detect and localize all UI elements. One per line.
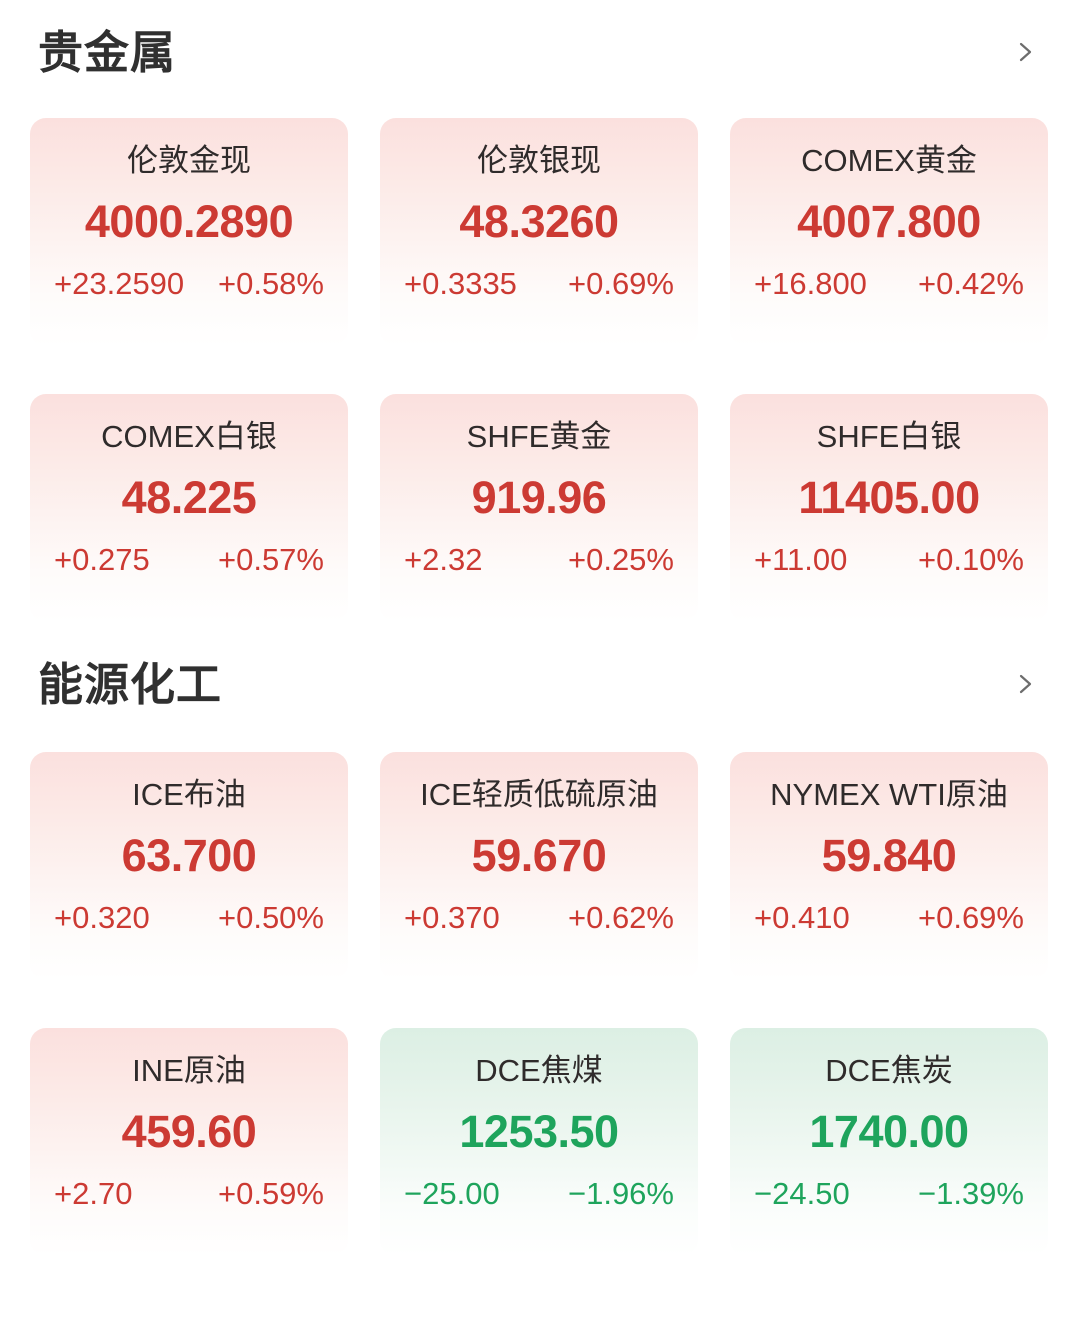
quote-card-deltas: −25.00 −1.96% — [402, 1177, 676, 1211]
quote-card-price: 48.225 — [121, 472, 257, 524]
quote-card-deltas: +11.00 +0.10% — [752, 543, 1026, 577]
quote-card-row: 伦敦金现 4000.2890 +23.2590 +0.58% 伦敦银现 48.3… — [0, 118, 1080, 346]
quote-card-price: 59.840 — [821, 830, 957, 882]
quote-card-price: 459.60 — [121, 1106, 257, 1158]
quote-card[interactable]: SHFE白银 11405.00 +11.00 +0.10% — [730, 394, 1048, 622]
quote-card-price: 1740.00 — [809, 1106, 969, 1158]
quote-card-name: DCE焦炭 — [825, 1053, 953, 1088]
quote-card-change: −25.00 — [404, 1176, 500, 1212]
quote-card-percent: −1.96% — [567, 1176, 674, 1212]
section-energy-chemicals: 能源化工 ICE布油 63.700 +0.320 +0.50% ICE轻质低硫原… — [0, 644, 1080, 1256]
quote-card-deltas: +0.320 +0.50% — [52, 901, 326, 935]
quote-card-name: SHFE白银 — [816, 419, 962, 454]
quote-card-percent: +0.25% — [567, 542, 674, 578]
quote-card-percent: +0.50% — [217, 900, 324, 936]
quote-card-row: COMEX白银 48.225 +0.275 +0.57% SHFE黄金 919.… — [0, 394, 1080, 622]
quote-card-row: ICE布油 63.700 +0.320 +0.50% ICE轻质低硫原油 59.… — [0, 752, 1080, 980]
quote-card-change: +2.70 — [54, 1176, 133, 1212]
quote-card[interactable]: NYMEX WTI原油 59.840 +0.410 +0.69% — [730, 752, 1048, 980]
quote-card[interactable]: COMEX黄金 4007.800 +16.800 +0.42% — [730, 118, 1048, 346]
quote-card-percent: +0.58% — [217, 266, 324, 302]
quote-card-percent: +0.62% — [567, 900, 674, 936]
quote-card-row: INE原油 459.60 +2.70 +0.59% DCE焦煤 1253.50 … — [0, 1028, 1080, 1256]
quote-card-price: 1253.50 — [459, 1106, 619, 1158]
market-overview-page: 贵金属 伦敦金现 4000.2890 +23.2590 +0.58% 伦敦银现 … — [0, 12, 1080, 1334]
quote-card[interactable]: DCE焦炭 1740.00 −24.50 −1.39% — [730, 1028, 1048, 1256]
section-title: 贵金属 — [38, 26, 177, 78]
chevron-right-icon[interactable] — [1012, 39, 1038, 65]
quote-card-deltas: −24.50 −1.39% — [752, 1177, 1026, 1211]
quote-card-name: NYMEX WTI原油 — [770, 777, 1008, 812]
quote-card-percent: +0.69% — [567, 266, 674, 302]
quote-card-percent: +0.42% — [917, 266, 1024, 302]
quote-card-percent: −1.39% — [917, 1176, 1024, 1212]
quote-card[interactable]: ICE轻质低硫原油 59.670 +0.370 +0.62% — [380, 752, 698, 980]
quote-card-change: +16.800 — [754, 266, 867, 302]
quote-card-change: +11.00 — [754, 542, 848, 578]
quote-card[interactable]: SHFE黄金 919.96 +2.32 +0.25% — [380, 394, 698, 622]
quote-card-deltas: +2.32 +0.25% — [402, 543, 676, 577]
quote-card[interactable]: ICE布油 63.700 +0.320 +0.50% — [30, 752, 348, 980]
quote-card-name: ICE轻质低硫原油 — [420, 777, 658, 812]
section-title: 能源化工 — [38, 658, 223, 710]
quote-card-percent: +0.57% — [217, 542, 324, 578]
quote-card-deltas: +16.800 +0.42% — [752, 267, 1026, 301]
quote-card-change: −24.50 — [754, 1176, 850, 1212]
section-header-energy-chemicals[interactable]: 能源化工 — [0, 644, 1080, 724]
section-header-precious-metals[interactable]: 贵金属 — [0, 12, 1080, 92]
quote-card-name: DCE焦煤 — [475, 1053, 603, 1088]
quote-card-change: +2.32 — [404, 542, 483, 578]
quote-card[interactable]: INE原油 459.60 +2.70 +0.59% — [30, 1028, 348, 1256]
quote-card-change: +0.3335 — [404, 266, 517, 302]
quote-card[interactable]: 伦敦银现 48.3260 +0.3335 +0.69% — [380, 118, 698, 346]
quote-card-price: 59.670 — [471, 830, 607, 882]
quote-card-name: ICE布油 — [132, 777, 246, 812]
quote-card-price: 919.96 — [471, 472, 607, 524]
quote-card-deltas: +0.410 +0.69% — [752, 901, 1026, 935]
chevron-right-icon[interactable] — [1012, 671, 1038, 697]
quote-card-name: INE原油 — [132, 1053, 246, 1088]
quote-card-change: +0.320 — [54, 900, 150, 936]
quote-card[interactable]: DCE焦煤 1253.50 −25.00 −1.96% — [380, 1028, 698, 1256]
quote-card-change: +0.410 — [754, 900, 850, 936]
quote-card-name: 伦敦银现 — [477, 143, 601, 178]
quote-card-price: 63.700 — [121, 830, 257, 882]
quote-card-price: 4007.800 — [797, 196, 981, 248]
quote-card-name: SHFE黄金 — [466, 419, 612, 454]
quote-card-deltas: +0.3335 +0.69% — [402, 267, 676, 301]
quote-card-percent: +0.10% — [917, 542, 1024, 578]
quote-card-change: +23.2590 — [54, 266, 185, 302]
quote-card-name: COMEX白银 — [101, 419, 277, 454]
quote-card-deltas: +2.70 +0.59% — [52, 1177, 326, 1211]
quote-card-price: 4000.2890 — [84, 196, 294, 248]
quote-card-percent: +0.59% — [217, 1176, 324, 1212]
quote-card-deltas: +0.370 +0.62% — [402, 901, 676, 935]
quote-card-name: COMEX黄金 — [801, 143, 977, 178]
quote-card-deltas: +0.275 +0.57% — [52, 543, 326, 577]
quote-card-change: +0.275 — [54, 542, 150, 578]
quote-card[interactable]: COMEX白银 48.225 +0.275 +0.57% — [30, 394, 348, 622]
quote-card-name: 伦敦金现 — [127, 143, 251, 178]
quote-card-percent: +0.69% — [917, 900, 1024, 936]
quote-card-change: +0.370 — [404, 900, 500, 936]
quote-card-deltas: +23.2590 +0.58% — [52, 267, 326, 301]
section-precious-metals: 贵金属 伦敦金现 4000.2890 +23.2590 +0.58% 伦敦银现 … — [0, 12, 1080, 622]
quote-card-price: 48.3260 — [459, 196, 619, 248]
quote-card[interactable]: 伦敦金现 4000.2890 +23.2590 +0.58% — [30, 118, 348, 346]
quote-card-price: 11405.00 — [798, 472, 980, 524]
